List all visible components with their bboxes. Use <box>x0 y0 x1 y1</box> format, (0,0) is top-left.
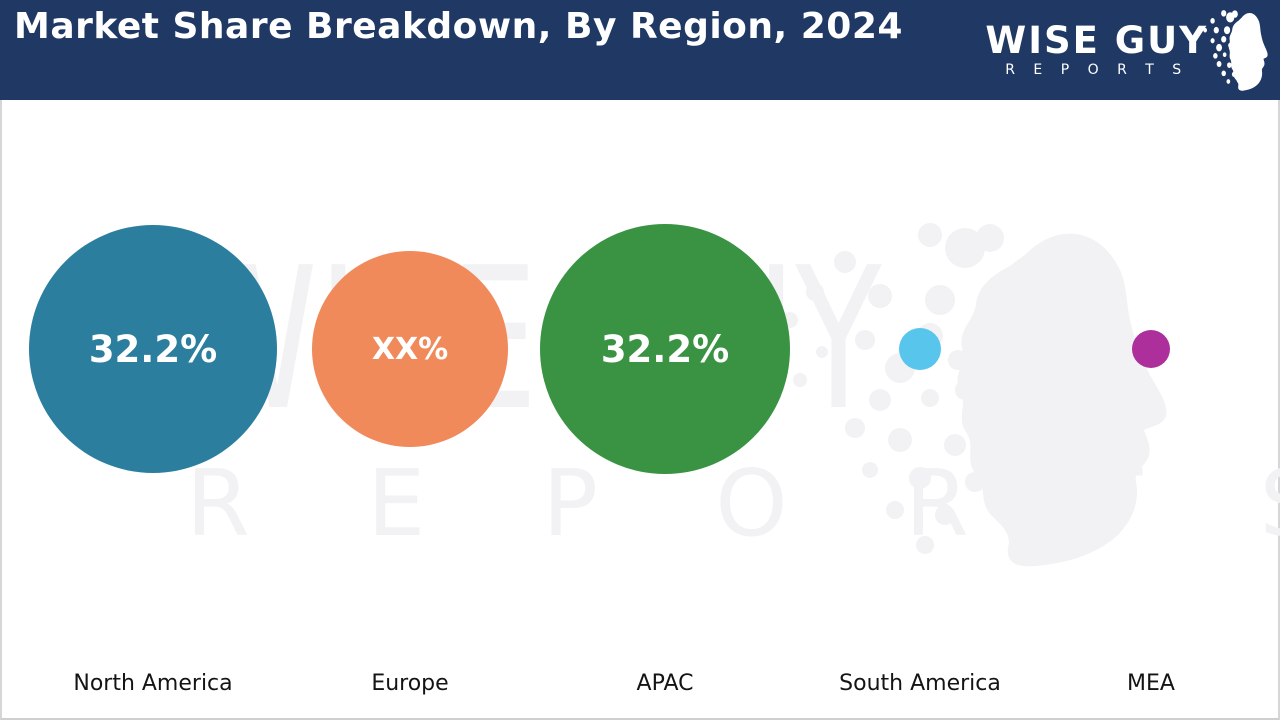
category-label-europe: Europe <box>371 671 449 696</box>
brand-head-icon <box>1203 10 1268 91</box>
bubble-mea <box>1132 330 1170 368</box>
page-title: Market Share Breakdown, By Region, 2024 <box>14 6 903 47</box>
bubble-value-label: XX% <box>371 331 449 367</box>
bubble-europe: XX% <box>312 251 508 447</box>
category-label-north-america: North America <box>73 671 233 696</box>
bubble-apac: 32.2% <box>540 224 790 474</box>
category-label-apac: APAC <box>636 671 694 696</box>
brand-wordmark: WISE GUY R E P O R T S <box>985 21 1208 78</box>
brand-logo: WISE GUY R E P O R T S <box>985 8 1272 92</box>
header-bar: Market Share Breakdown, By Region, 2024 … <box>0 0 1280 100</box>
bubble-value-label: 32.2% <box>88 327 218 371</box>
category-label-south-america: South America <box>839 671 1001 696</box>
bubble-value-label: 32.2% <box>600 327 730 371</box>
brand-wordmark-line2: R E P O R T S <box>1005 62 1189 79</box>
watermark-head-icon <box>782 223 1167 567</box>
brand-wordmark-line1: WISE GUY <box>985 19 1208 63</box>
category-label-mea: MEA <box>1127 671 1175 696</box>
bubble-north-america: 32.2% <box>29 225 277 473</box>
bubble-south-america <box>899 328 941 370</box>
